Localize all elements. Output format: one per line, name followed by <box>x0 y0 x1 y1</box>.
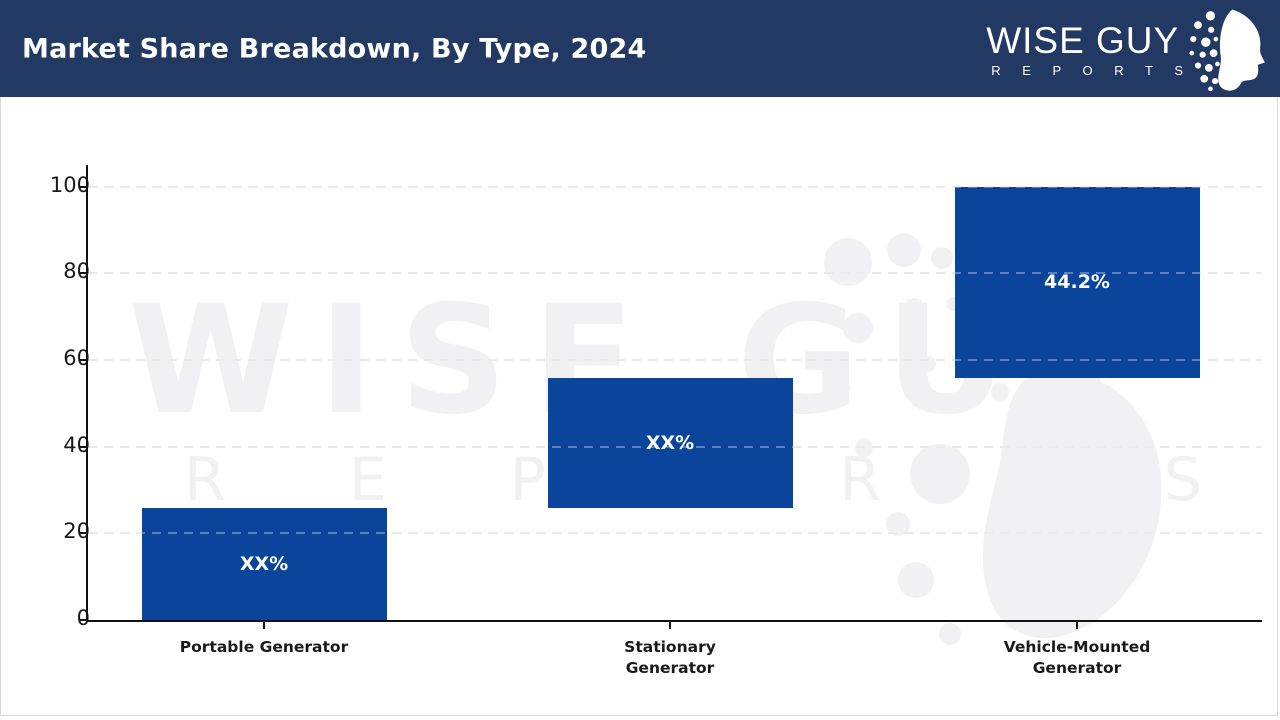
y-tick-mark <box>80 532 88 535</box>
page-title: Market Share Breakdown, By Type, 2024 <box>22 33 647 64</box>
y-tick-label: 80 <box>63 259 90 284</box>
x-axis-label-line: Generator <box>625 659 715 677</box>
bar-value-label: XX% <box>239 553 289 576</box>
bar-value-label: 44.2% <box>1044 271 1110 294</box>
y-tick-mark <box>80 359 88 362</box>
bar: 44.2% <box>954 186 1200 379</box>
x-axis-label: Portable Generator <box>134 637 394 658</box>
x-axis-label-line: Vehicle-Mounted <box>1003 638 1151 656</box>
gridline <box>88 272 1262 275</box>
y-tick-mark <box>80 445 88 448</box>
x-tick-mark <box>1076 622 1078 629</box>
logo-text: WISE GUY R E P O R T S <box>986 20 1192 79</box>
gridline-overlay <box>88 185 1262 188</box>
x-axis-label-line: Stationary <box>624 638 716 656</box>
logo-subtitle: R E P O R T S <box>991 63 1192 78</box>
bar-chart: 0 20 40 60 80 100 XX% XX% 44.2% Portable Generato… <box>0 97 1280 720</box>
y-tick-label: 40 <box>63 432 90 457</box>
x-axis-line <box>86 620 1262 622</box>
x-axis-label: Stationary Generator <box>540 637 800 679</box>
logo-wordmark: WISE GUY <box>986 20 1180 61</box>
gridline-overlay <box>88 445 1262 448</box>
bar-value-label: XX% <box>645 432 695 455</box>
header-band: Market Share Breakdown, By Type, 2024 WI… <box>0 0 1280 97</box>
wise-guy-reports-logo: WISE GUY R E P O R T S <box>986 8 1266 92</box>
gridline-overlay <box>88 532 1262 535</box>
y-axis-line <box>86 165 88 622</box>
watermark-head-icon <box>824 233 1162 645</box>
gridline-overlay <box>88 359 1262 362</box>
content-frame <box>0 97 1278 716</box>
y-tick-label: 60 <box>63 346 90 371</box>
gridline <box>88 359 1262 362</box>
bar: XX% <box>141 508 387 620</box>
gridline-overlay <box>88 272 1262 275</box>
gridline <box>88 532 1262 535</box>
bar: XX% <box>547 378 793 509</box>
y-tick-label: 20 <box>63 519 90 544</box>
x-axis-label: Vehicle-Mounted Generator <box>947 637 1207 679</box>
x-axis-label-line: Generator <box>1032 659 1122 677</box>
logo-head-icon <box>1189 9 1265 92</box>
x-axis-label-line: Portable Generator <box>179 638 349 656</box>
x-tick-mark <box>669 622 671 629</box>
gridline <box>88 185 1262 188</box>
y-tick-mark <box>80 272 88 275</box>
y-tick-mark <box>80 619 88 621</box>
y-tick-label: 100 <box>49 172 90 197</box>
y-tick-mark <box>80 185 88 188</box>
x-tick-mark <box>263 622 265 629</box>
